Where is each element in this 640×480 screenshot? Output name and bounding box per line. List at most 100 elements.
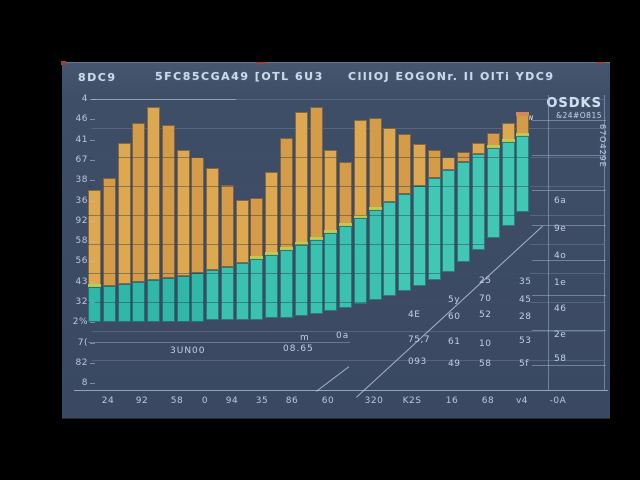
x-tick-label: 60 bbox=[321, 396, 335, 406]
bar-lower-segment bbox=[383, 202, 396, 296]
table-value: 093 bbox=[408, 357, 427, 367]
bar-peak-marker: w bbox=[527, 113, 534, 122]
x-tick-label: 68 bbox=[481, 396, 495, 406]
table-value: 4o bbox=[554, 251, 567, 261]
grid-line-right-h bbox=[532, 260, 606, 261]
y-tick-dash bbox=[90, 119, 95, 120]
grid-line-over-bars bbox=[88, 244, 530, 245]
grid-line-over-bars bbox=[88, 157, 530, 158]
y-tick-dash bbox=[90, 241, 95, 242]
y-tick-dash bbox=[90, 383, 95, 384]
bar-boundary-sliver bbox=[324, 230, 337, 235]
bar-upper-segment bbox=[191, 157, 204, 273]
table-value: 35 bbox=[519, 277, 532, 287]
header-right-label: CllIOJ EOGONr. Il OlTi YDC9 bbox=[348, 70, 555, 83]
table-value: 58 bbox=[554, 354, 567, 364]
table-value: 5f bbox=[519, 359, 529, 369]
bar-lower-segment bbox=[118, 284, 131, 322]
bar-upper-segment bbox=[487, 133, 500, 148]
bar-boundary-sliver bbox=[354, 215, 367, 220]
red-artifact bbox=[61, 61, 66, 65]
x-axis-line bbox=[74, 390, 608, 391]
bar-lower-segment bbox=[295, 245, 308, 316]
x-tick-label: 58 bbox=[170, 396, 184, 406]
table-value: 5y bbox=[448, 295, 461, 305]
bar-lower-segment bbox=[310, 240, 323, 314]
table-value: 46 bbox=[554, 304, 567, 314]
grid-line-h bbox=[92, 360, 604, 361]
bar-upper-segment bbox=[457, 152, 470, 162]
bar-boundary-sliver bbox=[310, 237, 323, 242]
table-value: 6a bbox=[554, 196, 567, 206]
bar-lower-segment bbox=[339, 226, 352, 308]
grid-line-right-h bbox=[532, 365, 606, 366]
table-value: 53 bbox=[519, 336, 532, 346]
y-tick-dash bbox=[90, 261, 95, 262]
bar-lower-segment bbox=[502, 142, 515, 226]
annotation: m bbox=[300, 333, 310, 343]
y-tick-label: 43 bbox=[75, 277, 88, 287]
annotation: 08.65 bbox=[283, 344, 314, 354]
bar-upper-segment bbox=[324, 150, 337, 233]
bar-lower-segment bbox=[177, 276, 190, 322]
x-tick-label: v4 bbox=[515, 396, 529, 406]
bar-upper-segment bbox=[383, 128, 396, 202]
table-value: 28 bbox=[519, 312, 532, 322]
bar-lower-segment bbox=[369, 210, 382, 300]
bar-boundary-sliver bbox=[369, 207, 382, 212]
bar-upper-segment bbox=[310, 107, 323, 240]
bar-lower-segment bbox=[413, 186, 426, 286]
bar-boundary-sliver bbox=[502, 139, 515, 144]
bar-upper-segment bbox=[88, 190, 101, 287]
bar-lower-segment bbox=[162, 278, 175, 322]
bar-lower-segment bbox=[428, 178, 441, 280]
bar-lower-segment bbox=[398, 194, 411, 291]
bar-upper-segment bbox=[280, 138, 293, 250]
annotation: 0a bbox=[336, 331, 350, 341]
bar-upper-segment bbox=[472, 143, 485, 154]
grid-line-right-h bbox=[532, 190, 606, 191]
y-tick-dash bbox=[90, 140, 95, 141]
x-tick-label: K2S bbox=[402, 396, 422, 406]
corner-stat-value: OSDKS bbox=[546, 96, 602, 111]
y-tick-dash bbox=[90, 302, 95, 303]
bar-upper-segment bbox=[250, 198, 263, 259]
bar-boundary-sliver bbox=[295, 242, 308, 247]
red-artifact bbox=[597, 62, 605, 64]
x-tick-label: 16 bbox=[445, 396, 459, 406]
bar-lower-segment bbox=[487, 148, 500, 238]
y-tick-label: 4 bbox=[81, 94, 88, 104]
bar-upper-segment bbox=[295, 112, 308, 245]
y-tick-label: 2% bbox=[72, 317, 88, 327]
bar-upper-segment bbox=[206, 168, 219, 270]
table-value: 9e bbox=[554, 224, 567, 234]
bar-upper-segment bbox=[413, 144, 426, 186]
bar-lower-segment bbox=[236, 263, 249, 320]
x-tick-label: 320 bbox=[364, 396, 384, 406]
bar-lower-segment bbox=[206, 270, 219, 320]
bar-lower-segment bbox=[265, 255, 278, 318]
bar-upper-segment bbox=[236, 200, 249, 263]
bar-upper-segment bbox=[221, 185, 234, 267]
bar-lower-segment bbox=[147, 280, 160, 322]
bar-upper-segment bbox=[147, 107, 160, 280]
bar-lower-segment bbox=[442, 170, 455, 272]
table-value: 49 bbox=[448, 359, 461, 369]
bar-upper-segment bbox=[132, 123, 145, 282]
grid-line-h bbox=[92, 157, 604, 158]
bar-upper-segment bbox=[428, 150, 441, 178]
x-tick-label: -0A bbox=[549, 396, 567, 406]
grid-line-over-bars bbox=[88, 186, 530, 187]
bar-lower-segment bbox=[103, 286, 116, 322]
bar-boundary-sliver bbox=[265, 252, 278, 257]
y-tick-label: 56 bbox=[75, 256, 88, 266]
bar-boundary-sliver bbox=[280, 247, 293, 252]
y-tick-label: 82 bbox=[75, 358, 88, 368]
table-value: 4E bbox=[408, 310, 421, 320]
bar-upper-segment bbox=[398, 134, 411, 194]
y-tick-label: 36 bbox=[75, 196, 88, 206]
bar-boundary-sliver bbox=[250, 256, 263, 261]
bar-lower-segment bbox=[280, 250, 293, 318]
grid-line-over-bars bbox=[88, 302, 530, 303]
